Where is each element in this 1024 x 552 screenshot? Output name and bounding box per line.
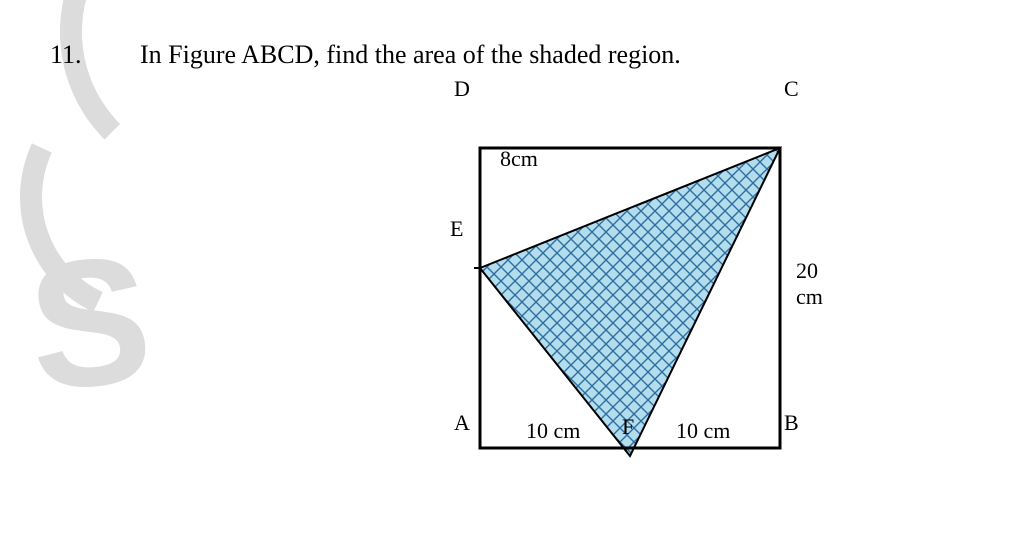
vertex-c-label: C xyxy=(784,76,799,102)
vertex-e-label: E xyxy=(450,216,463,242)
vertex-f-label: F xyxy=(622,414,634,440)
triangle-hatch xyxy=(480,148,780,456)
vertex-b-label: B xyxy=(784,410,799,436)
dim-fb-label: 10 cm xyxy=(676,418,730,444)
question-number: 11. xyxy=(50,40,82,70)
dim-bc-label: 20 cm xyxy=(796,258,823,310)
watermark-letter-s: S xyxy=(21,215,159,432)
vertex-d-label: D xyxy=(454,76,470,102)
vertex-a-label: A xyxy=(454,410,470,436)
figure-abcd: D C A B E F 8cm 20 cm 10 cm 10 cm xyxy=(440,108,820,488)
dim-af-label: 10 cm xyxy=(526,418,580,444)
dim-de-label: 8cm xyxy=(500,146,538,172)
question-text: In Figure ABCD, find the area of the sha… xyxy=(140,40,681,70)
